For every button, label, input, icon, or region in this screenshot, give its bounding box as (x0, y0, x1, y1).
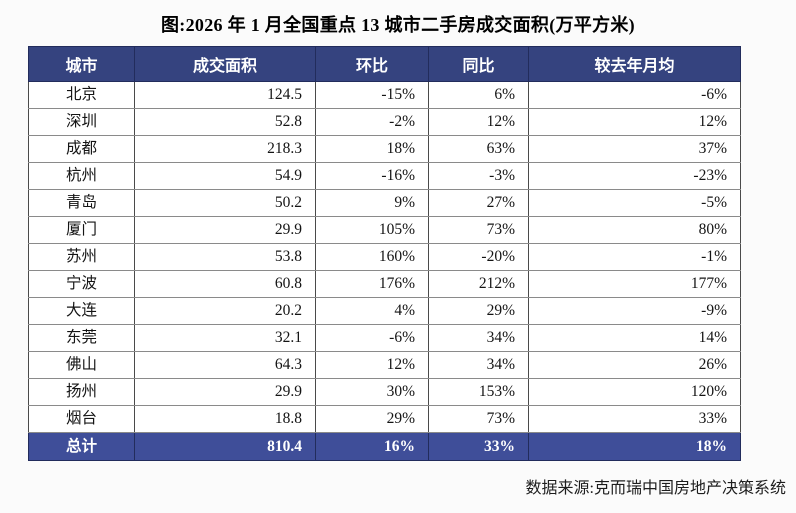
cell-transaction-area: 54.9 (134, 162, 316, 190)
cell-vs-last-year-avg: 12% (528, 108, 741, 136)
cell-city: 厦门 (28, 216, 135, 244)
table-row: 大连 20.2 4% 29% -9% (28, 297, 741, 325)
table-body: 北京 124.5 -15% 6% -6% 深圳 52.8 -2% 12% 12% 成都 218.3 18… (28, 81, 741, 433)
cell-mom: 12% (315, 351, 429, 379)
cell-city: 佛山 (28, 351, 135, 379)
total-transaction-area: 810.4 (134, 432, 316, 461)
cell-yoy: 73% (428, 216, 529, 244)
cell-city: 大连 (28, 297, 135, 325)
figure: 图:2026 年 1 月全国重点 13 城市二手房成交面积(万平方米) 城市 成… (28, 15, 786, 497)
cell-yoy: 6% (428, 81, 529, 109)
table-row: 深圳 52.8 -2% 12% 12% (28, 108, 741, 136)
cell-city: 扬州 (28, 378, 135, 406)
cell-transaction-area: 218.3 (134, 135, 316, 163)
cell-transaction-area: 50.2 (134, 189, 316, 217)
cell-mom: 105% (315, 216, 429, 244)
table-row: 苏州 53.8 160% -20% -1% (28, 243, 741, 271)
table-row: 佛山 64.3 12% 34% 26% (28, 351, 741, 379)
cell-mom: 29% (315, 405, 429, 433)
cell-vs-last-year-avg: 26% (528, 351, 741, 379)
cell-city: 北京 (28, 81, 135, 109)
cell-yoy: 34% (428, 351, 529, 379)
cell-vs-last-year-avg: -23% (528, 162, 741, 190)
cell-transaction-area: 52.8 (134, 108, 316, 136)
table-row: 杭州 54.9 -16% -3% -23% (28, 162, 741, 190)
cell-city: 成都 (28, 135, 135, 163)
cell-vs-last-year-avg: 14% (528, 324, 741, 352)
cell-vs-last-year-avg: 33% (528, 405, 741, 433)
cell-city: 宁波 (28, 270, 135, 298)
cell-yoy: -20% (428, 243, 529, 271)
cell-vs-last-year-avg: -1% (528, 243, 741, 271)
cell-transaction-area: 29.9 (134, 216, 316, 244)
col-header-yoy: 同比 (428, 46, 529, 82)
cell-transaction-area: 20.2 (134, 297, 316, 325)
page-title: 图:2026 年 1 月全国重点 13 城市二手房成交面积(万平方米) (161, 15, 635, 35)
total-mom: 16% (315, 432, 429, 461)
cell-city: 烟台 (28, 405, 135, 433)
cell-vs-last-year-avg: -5% (528, 189, 741, 217)
table-row: 烟台 18.8 29% 73% 33% (28, 405, 741, 433)
cell-city: 青岛 (28, 189, 135, 217)
cell-yoy: 153% (428, 378, 529, 406)
city-data-table: 城市 成交面积 环比 同比 较去年月均 北京 124.5 -15% 6% -6% 深圳 52… (28, 46, 741, 461)
cell-transaction-area: 64.3 (134, 351, 316, 379)
cell-city: 杭州 (28, 162, 135, 190)
table-row: 东莞 32.1 -6% 34% 14% (28, 324, 741, 352)
col-header-transaction-area: 成交面积 (134, 46, 316, 82)
cell-city: 东莞 (28, 324, 135, 352)
cell-vs-last-year-avg: 80% (528, 216, 741, 244)
cell-mom: -15% (315, 81, 429, 109)
cell-yoy: 63% (428, 135, 529, 163)
table-row: 厦门 29.9 105% 73% 80% (28, 216, 741, 244)
total-vs-last-year-avg: 18% (528, 432, 741, 461)
cell-yoy: 29% (428, 297, 529, 325)
cell-transaction-area: 32.1 (134, 324, 316, 352)
cell-mom: 176% (315, 270, 429, 298)
total-label: 总计 (28, 432, 135, 461)
cell-transaction-area: 124.5 (134, 81, 316, 109)
cell-vs-last-year-avg: 177% (528, 270, 741, 298)
cell-mom: -2% (315, 108, 429, 136)
cell-yoy: 34% (428, 324, 529, 352)
cell-mom: 30% (315, 378, 429, 406)
cell-transaction-area: 29.9 (134, 378, 316, 406)
col-header-vs-last-year-avg: 较去年月均 (528, 46, 741, 82)
table-row: 宁波 60.8 176% 212% 177% (28, 270, 741, 298)
cell-vs-last-year-avg: -6% (528, 81, 741, 109)
cell-mom: 160% (315, 243, 429, 271)
data-source: 数据来源:克而瑞中国房地产决策系统 (525, 480, 786, 497)
cell-vs-last-year-avg: 37% (528, 135, 741, 163)
cell-mom: -16% (315, 162, 429, 190)
cell-mom: 4% (315, 297, 429, 325)
table-row: 青岛 50.2 9% 27% -5% (28, 189, 741, 217)
cell-yoy: 212% (428, 270, 529, 298)
cell-transaction-area: 60.8 (134, 270, 316, 298)
cell-mom: -6% (315, 324, 429, 352)
cell-yoy: 73% (428, 405, 529, 433)
cell-mom: 18% (315, 135, 429, 163)
cell-mom: 9% (315, 189, 429, 217)
table-row: 扬州 29.9 30% 153% 120% (28, 378, 741, 406)
cell-transaction-area: 18.8 (134, 405, 316, 433)
col-header-city: 城市 (28, 46, 135, 82)
header-row: 城市 成交面积 环比 同比 较去年月均 (28, 46, 741, 82)
cell-city: 深圳 (28, 108, 135, 136)
cell-city: 苏州 (28, 243, 135, 271)
cell-yoy: -3% (428, 162, 529, 190)
cell-vs-last-year-avg: -9% (528, 297, 741, 325)
table-row: 成都 218.3 18% 63% 37% (28, 135, 741, 163)
cell-yoy: 27% (428, 189, 529, 217)
cell-vs-last-year-avg: 120% (528, 378, 741, 406)
col-header-mom: 环比 (315, 46, 429, 82)
table-row: 北京 124.5 -15% 6% -6% (28, 81, 741, 109)
cell-transaction-area: 53.8 (134, 243, 316, 271)
total-row: 总计 810.4 16% 33% 18% (28, 432, 741, 461)
total-yoy: 33% (428, 432, 529, 461)
cell-yoy: 12% (428, 108, 529, 136)
